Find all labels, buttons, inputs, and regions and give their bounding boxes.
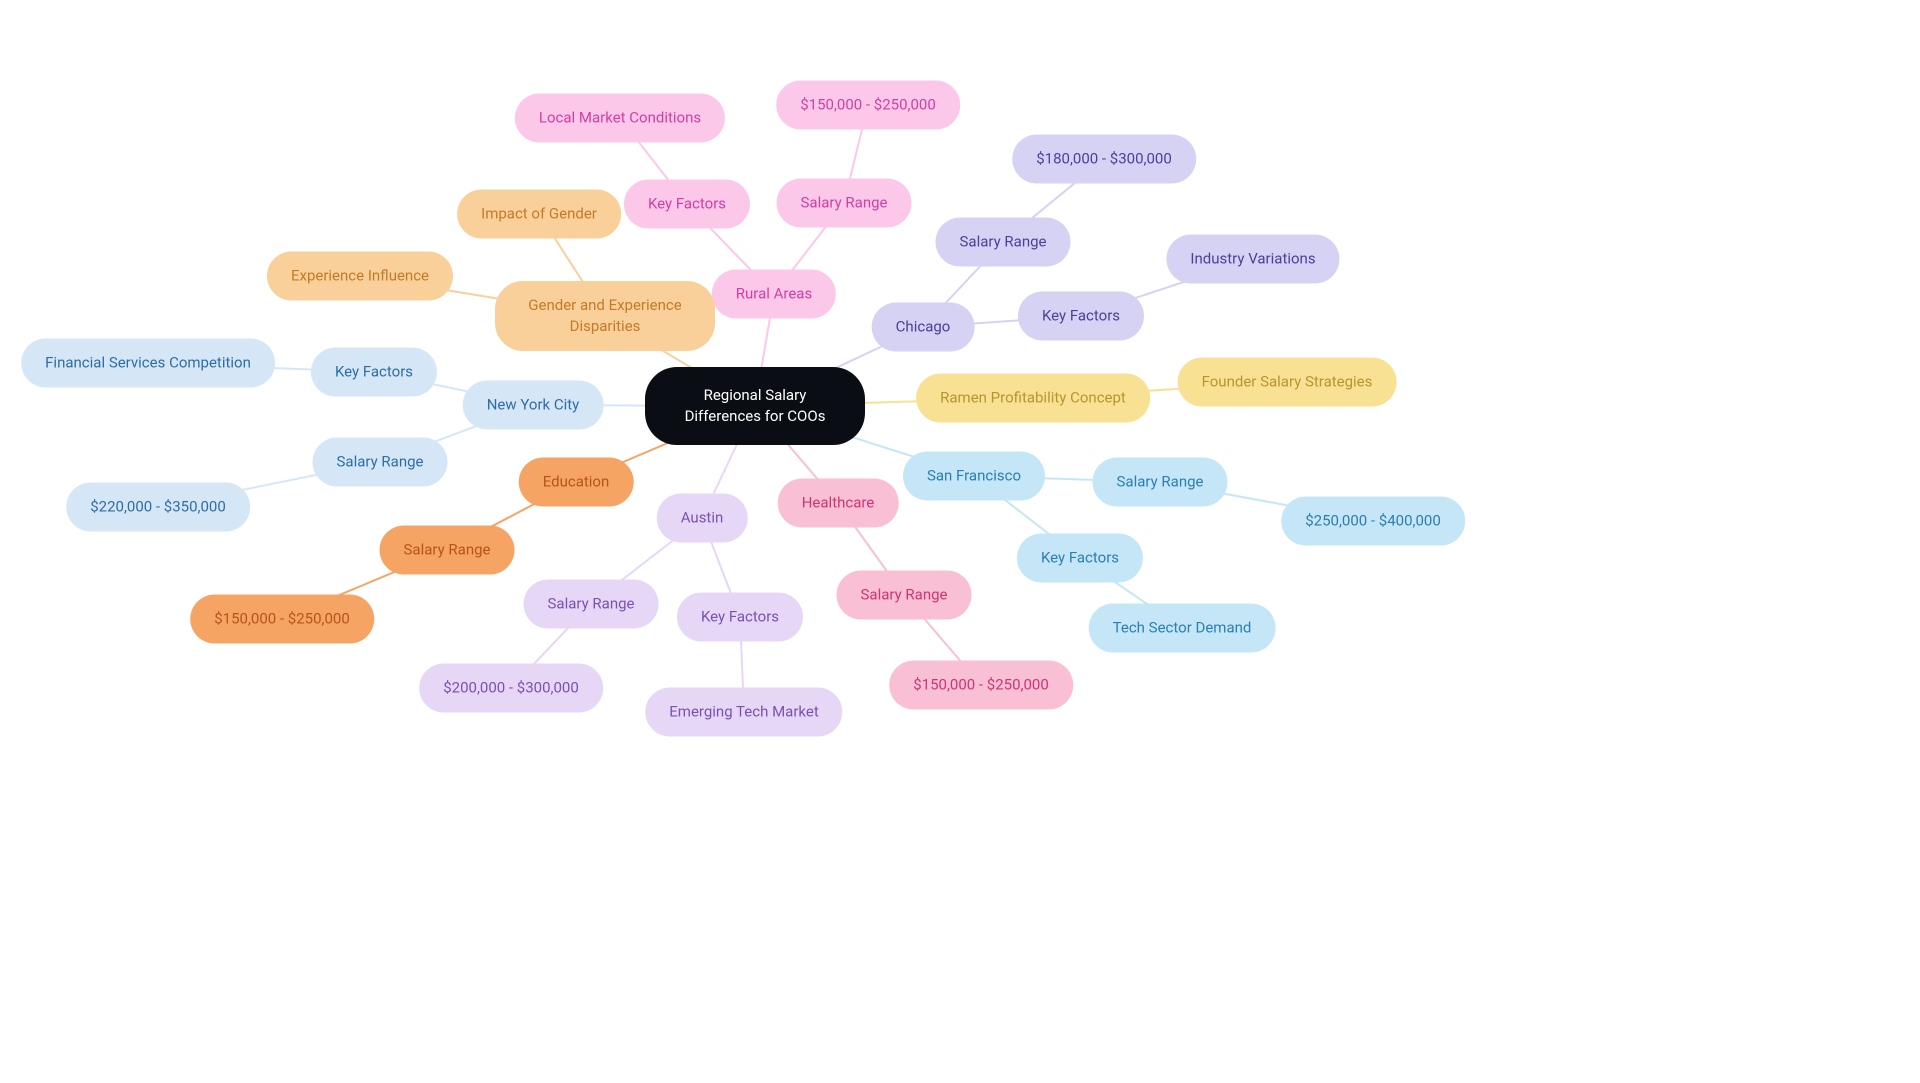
node-gex-1: Impact of Gender <box>457 190 621 239</box>
node-gex: Gender and Experience Disparities <box>495 281 715 351</box>
center-node: Regional Salary Differences for COOs <box>645 367 865 445</box>
node-edu-sr-1: $150,000 - $250,000 <box>190 595 374 644</box>
node-nyc-kf: Key Factors <box>311 348 437 397</box>
node-chi-sr: Salary Range <box>936 218 1071 267</box>
node-rural-sr-1: $150,000 - $250,000 <box>776 81 960 130</box>
node-edu: Education <box>519 458 634 507</box>
node-sf-sr-1: $250,000 - $400,000 <box>1281 497 1465 546</box>
node-hc: Healthcare <box>778 479 899 528</box>
node-rural-sr: Salary Range <box>777 179 912 228</box>
node-nyc-kf-1: Financial Services Competition <box>21 339 275 388</box>
node-chi-sr-1: $180,000 - $300,000 <box>1012 135 1196 184</box>
node-sf-sr: Salary Range <box>1093 458 1228 507</box>
node-aus-sr-1: $200,000 - $300,000 <box>419 664 603 713</box>
node-sf-kf: Key Factors <box>1017 534 1143 583</box>
node-ramen: Ramen Profitability Concept <box>916 374 1150 423</box>
node-ramen-1: Founder Salary Strategies <box>1178 358 1397 407</box>
node-nyc-sr: Salary Range <box>313 438 448 487</box>
node-sf: San Francisco <box>903 452 1045 501</box>
mindmap-canvas: Regional Salary Differences for COOs New … <box>0 0 1920 1083</box>
node-nyc-sr-1: $220,000 - $350,000 <box>66 483 250 532</box>
node-chi: Chicago <box>872 303 975 352</box>
node-rural-kf-1: Local Market Conditions <box>515 94 725 143</box>
node-chi-kf-1: Industry Variations <box>1166 235 1339 284</box>
node-hc-sr: Salary Range <box>837 571 972 620</box>
node-chi-kf: Key Factors <box>1018 292 1144 341</box>
node-gex-2: Experience Influence <box>267 252 453 301</box>
node-nyc: New York City <box>463 381 604 430</box>
node-aus-kf: Key Factors <box>677 593 803 642</box>
node-hc-sr-1: $150,000 - $250,000 <box>889 661 1073 710</box>
node-sf-kf-1: Tech Sector Demand <box>1089 604 1276 653</box>
node-edu-sr: Salary Range <box>380 526 515 575</box>
node-rural-kf: Key Factors <box>624 180 750 229</box>
node-aus: Austin <box>657 494 748 543</box>
node-aus-kf-1: Emerging Tech Market <box>645 688 842 737</box>
node-aus-sr: Salary Range <box>524 580 659 629</box>
node-rural: Rural Areas <box>712 270 836 319</box>
